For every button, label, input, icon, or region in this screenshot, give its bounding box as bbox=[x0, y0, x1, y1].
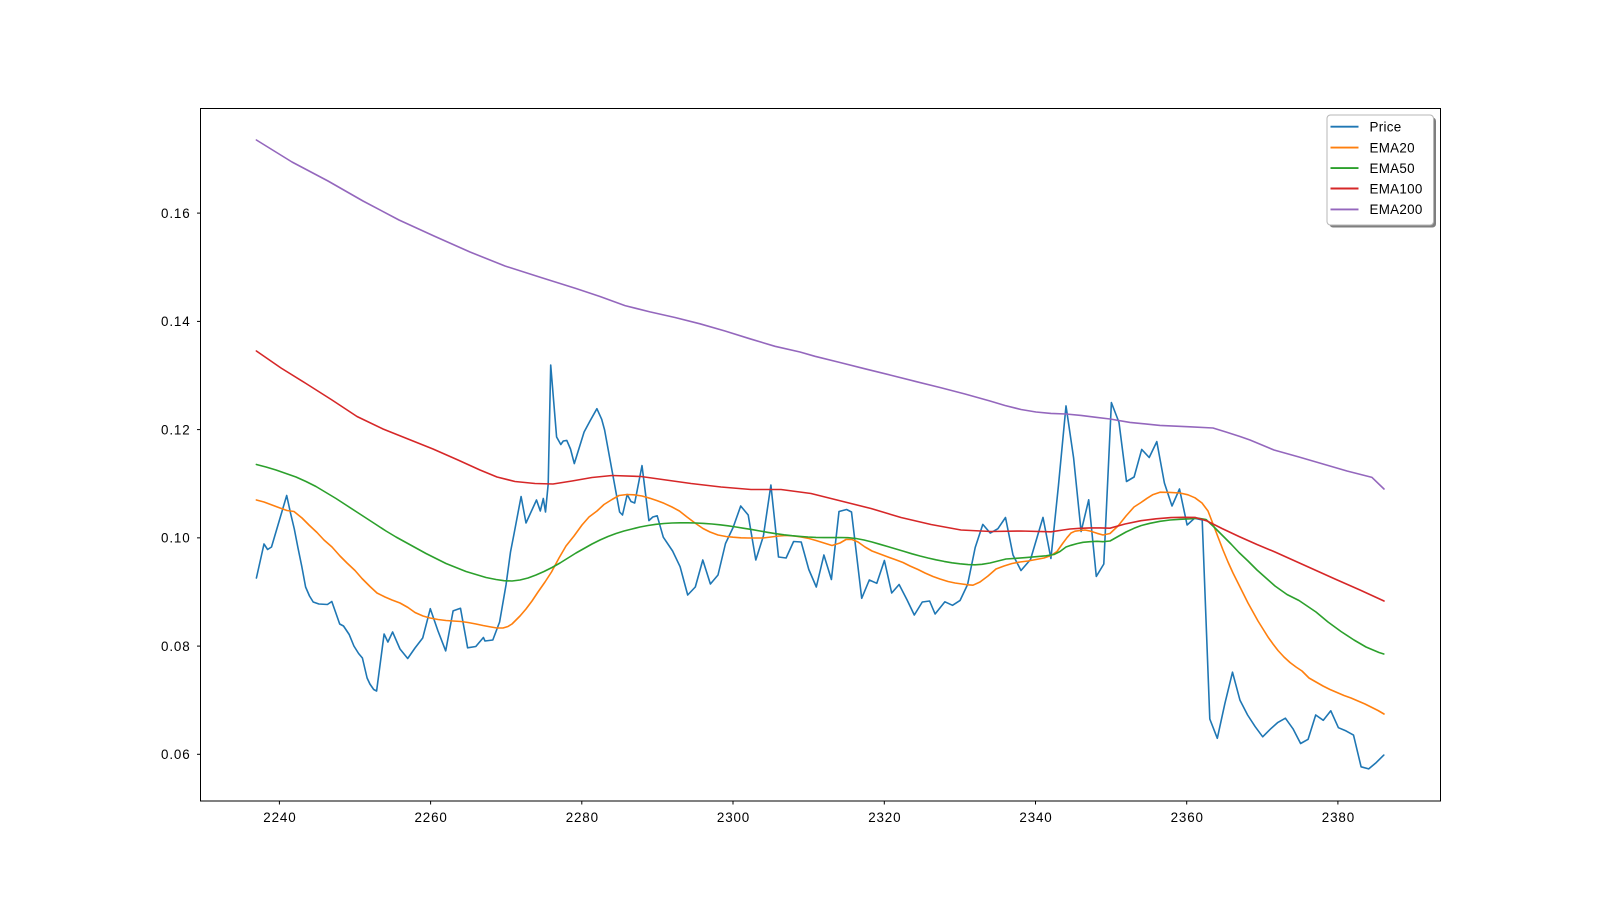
svg-text:0.12: 0.12 bbox=[161, 422, 190, 437]
svg-text:EMA200: EMA200 bbox=[1370, 202, 1423, 217]
svg-text:0.16: 0.16 bbox=[161, 206, 190, 221]
svg-text:Price: Price bbox=[1370, 120, 1402, 135]
svg-text:0.06: 0.06 bbox=[161, 747, 190, 762]
svg-text:2380: 2380 bbox=[1322, 810, 1355, 825]
svg-text:0.08: 0.08 bbox=[161, 639, 190, 654]
svg-text:2240: 2240 bbox=[263, 810, 296, 825]
svg-text:0.14: 0.14 bbox=[161, 314, 190, 329]
svg-text:0.10: 0.10 bbox=[161, 531, 190, 546]
svg-text:2340: 2340 bbox=[1019, 810, 1052, 825]
svg-text:2260: 2260 bbox=[414, 810, 447, 825]
svg-text:EMA100: EMA100 bbox=[1370, 181, 1423, 196]
svg-text:2360: 2360 bbox=[1171, 810, 1204, 825]
svg-text:2320: 2320 bbox=[868, 810, 901, 825]
svg-text:2280: 2280 bbox=[566, 810, 599, 825]
svg-text:EMA50: EMA50 bbox=[1370, 161, 1415, 176]
svg-text:EMA20: EMA20 bbox=[1370, 140, 1415, 155]
svg-text:2300: 2300 bbox=[717, 810, 750, 825]
